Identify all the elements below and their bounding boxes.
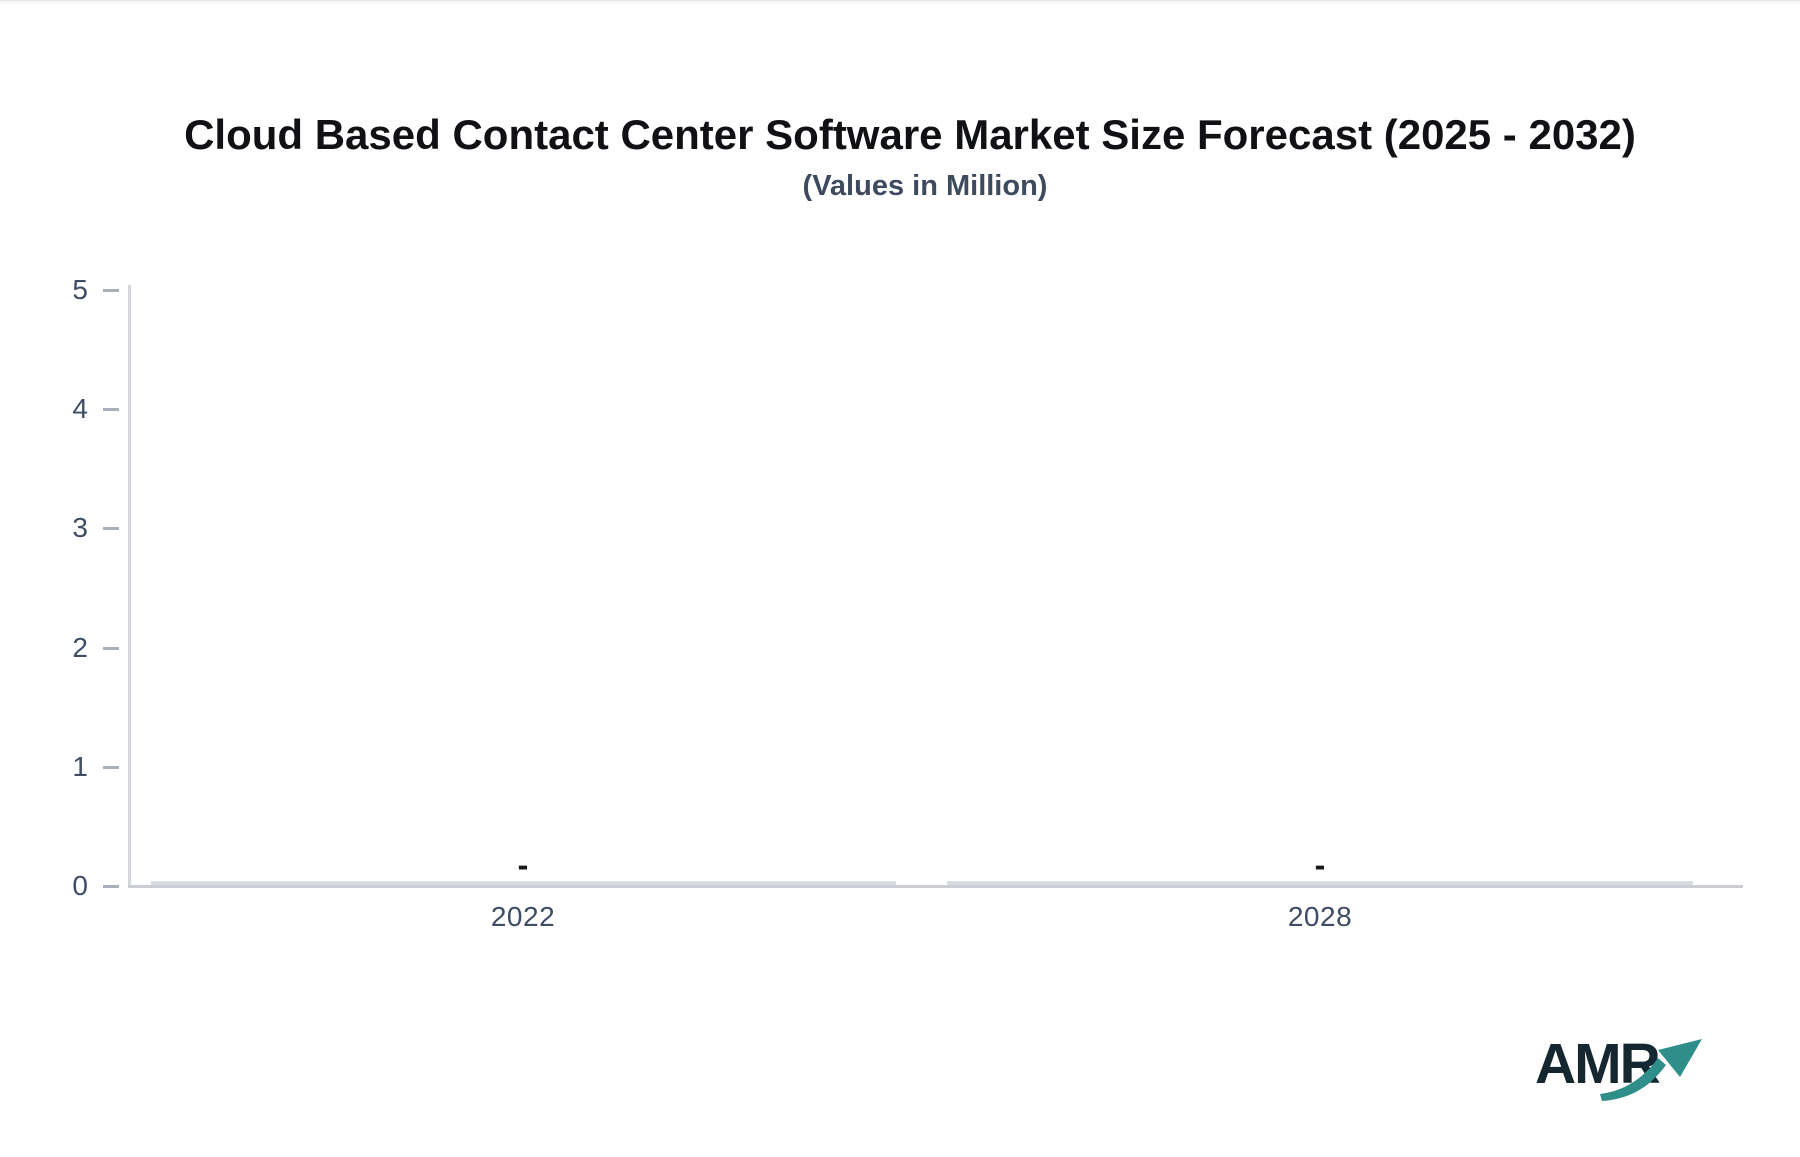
y-tick-mark: [103, 646, 119, 650]
y-axis-line: [128, 285, 131, 887]
y-tick-label: 0: [72, 870, 88, 901]
bar-value-label: -: [517, 847, 529, 883]
y-tick-mark: [103, 527, 119, 531]
x-axis-line: [128, 885, 1743, 888]
y-tick-mark: [103, 885, 119, 888]
bar: [947, 881, 1693, 885]
x-category-label: 2028: [1287, 901, 1353, 932]
y-tick-label: 2: [72, 631, 88, 663]
y-tick-mark: [103, 408, 119, 412]
y-tick-mark: [103, 289, 119, 292]
y-tick-label: 1: [72, 750, 88, 782]
page-subtitle: (Values in Million): [802, 170, 1048, 202]
bar: [151, 881, 896, 885]
page-title: Cloud Based Contact Center Software Mark…: [184, 111, 1636, 158]
y-tick-label: 5: [72, 274, 88, 305]
logo: AMR: [1530, 1031, 1720, 1121]
trend-up-arrow-icon: [1600, 1039, 1702, 1101]
bar-value-label: -: [1314, 847, 1326, 883]
x-category-label: 2022: [490, 901, 556, 932]
y-tick-label: 3: [72, 512, 88, 544]
y-tick-mark: [103, 765, 119, 769]
y-tick-label: 4: [72, 393, 88, 425]
